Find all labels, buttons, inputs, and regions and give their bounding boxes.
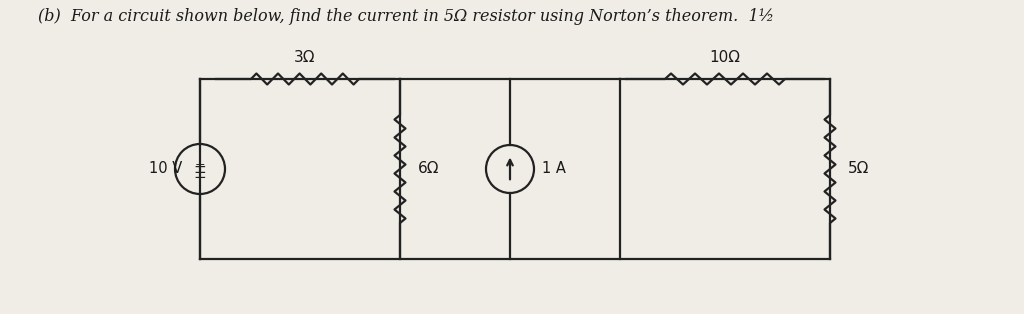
Text: 5Ω: 5Ω	[848, 161, 869, 176]
Text: 1 A: 1 A	[542, 161, 566, 176]
Text: ±: ±	[194, 161, 207, 176]
Text: 6Ω: 6Ω	[418, 161, 439, 176]
Text: 3Ω: 3Ω	[294, 50, 315, 65]
Text: +: +	[195, 159, 206, 171]
Text: 10 V: 10 V	[148, 161, 182, 176]
Text: 10Ω: 10Ω	[710, 50, 740, 65]
Text: −: −	[194, 170, 207, 185]
Text: (b)  For a circuit shown below, find the current in 5Ω resistor using Norton’s t: (b) For a circuit shown below, find the …	[38, 8, 774, 25]
